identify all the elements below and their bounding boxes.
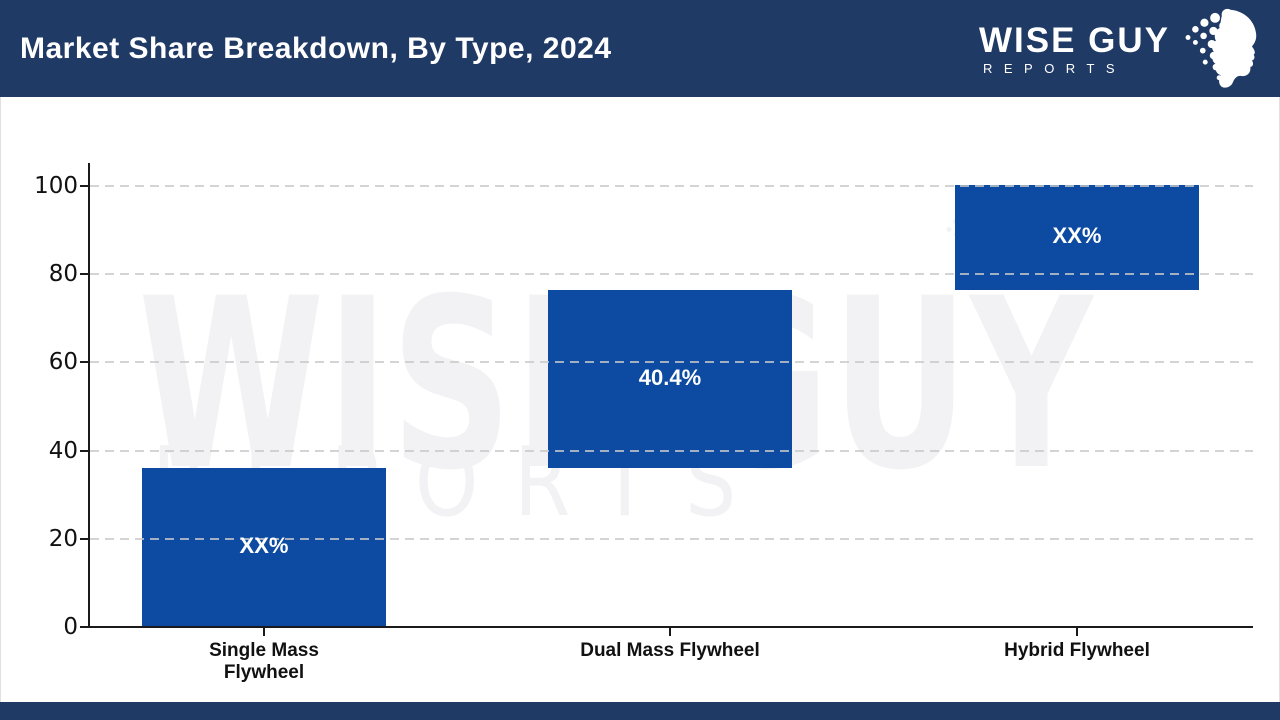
brand-logo: WISE GUY REPORTS	[979, 8, 1266, 90]
brand-tagline: REPORTS	[982, 60, 1127, 76]
y-tick-label: 40	[48, 437, 78, 464]
brand-name: WISE GUY	[978, 20, 1170, 60]
y-tick-label: 80	[48, 261, 78, 288]
y-tick-mark	[80, 273, 88, 276]
brand-logo-text: WISE GUY REPORTS	[979, 23, 1170, 75]
x-category-label: Hybrid Flywheel	[917, 640, 1237, 662]
y-tick-mark	[80, 449, 88, 452]
x-tick-mark	[669, 628, 671, 636]
bar-value-label: XX%	[1052, 223, 1102, 249]
x-category-label-line: Single Mass	[209, 640, 319, 661]
y-axis-line	[88, 163, 90, 628]
x-category-label-line: Hybrid Flywheel	[1004, 640, 1150, 661]
x-category-label: Dual Mass Flywheel	[510, 640, 830, 662]
y-tick-label: 60	[48, 349, 78, 376]
bar-segment	[142, 467, 386, 626]
x-tick-mark	[263, 628, 265, 636]
header-bar: Market Share Breakdown, By Type, 2024 WI…	[0, 0, 1280, 97]
bar-value-label: 40.4%	[638, 364, 702, 390]
gridline	[90, 449, 1253, 452]
chart-plot-area: 0 20 40 60 80 100 XX% 40.4% XX% Single Mass Flywhe…	[0, 97, 1280, 702]
head-profile-dots-icon	[1185, 8, 1257, 88]
x-category-label-line: Dual Mass Flywheel	[580, 640, 760, 661]
gridline	[90, 537, 1253, 540]
page-title: Market Share Breakdown, By Type, 2024	[20, 31, 612, 65]
gridline	[90, 185, 1253, 187]
y-tick-mark	[80, 626, 88, 628]
footer-bar	[0, 702, 1280, 720]
gridline	[90, 361, 1253, 364]
x-axis-line	[88, 626, 1253, 628]
bar-segment	[548, 289, 792, 468]
x-category-label-line: Flywheel	[223, 662, 305, 683]
x-tick-mark	[1076, 628, 1078, 636]
y-tick-mark	[80, 361, 88, 364]
y-tick-mark	[80, 185, 88, 187]
y-tick-label: 20	[48, 525, 78, 552]
gridline	[90, 273, 1253, 276]
y-tick-label: 100	[34, 173, 78, 199]
y-tick-label: 0	[63, 614, 78, 640]
x-category-label: Single Mass Flywheel	[104, 640, 424, 684]
bar-value-label: XX%	[239, 532, 289, 558]
y-tick-mark	[80, 537, 88, 540]
